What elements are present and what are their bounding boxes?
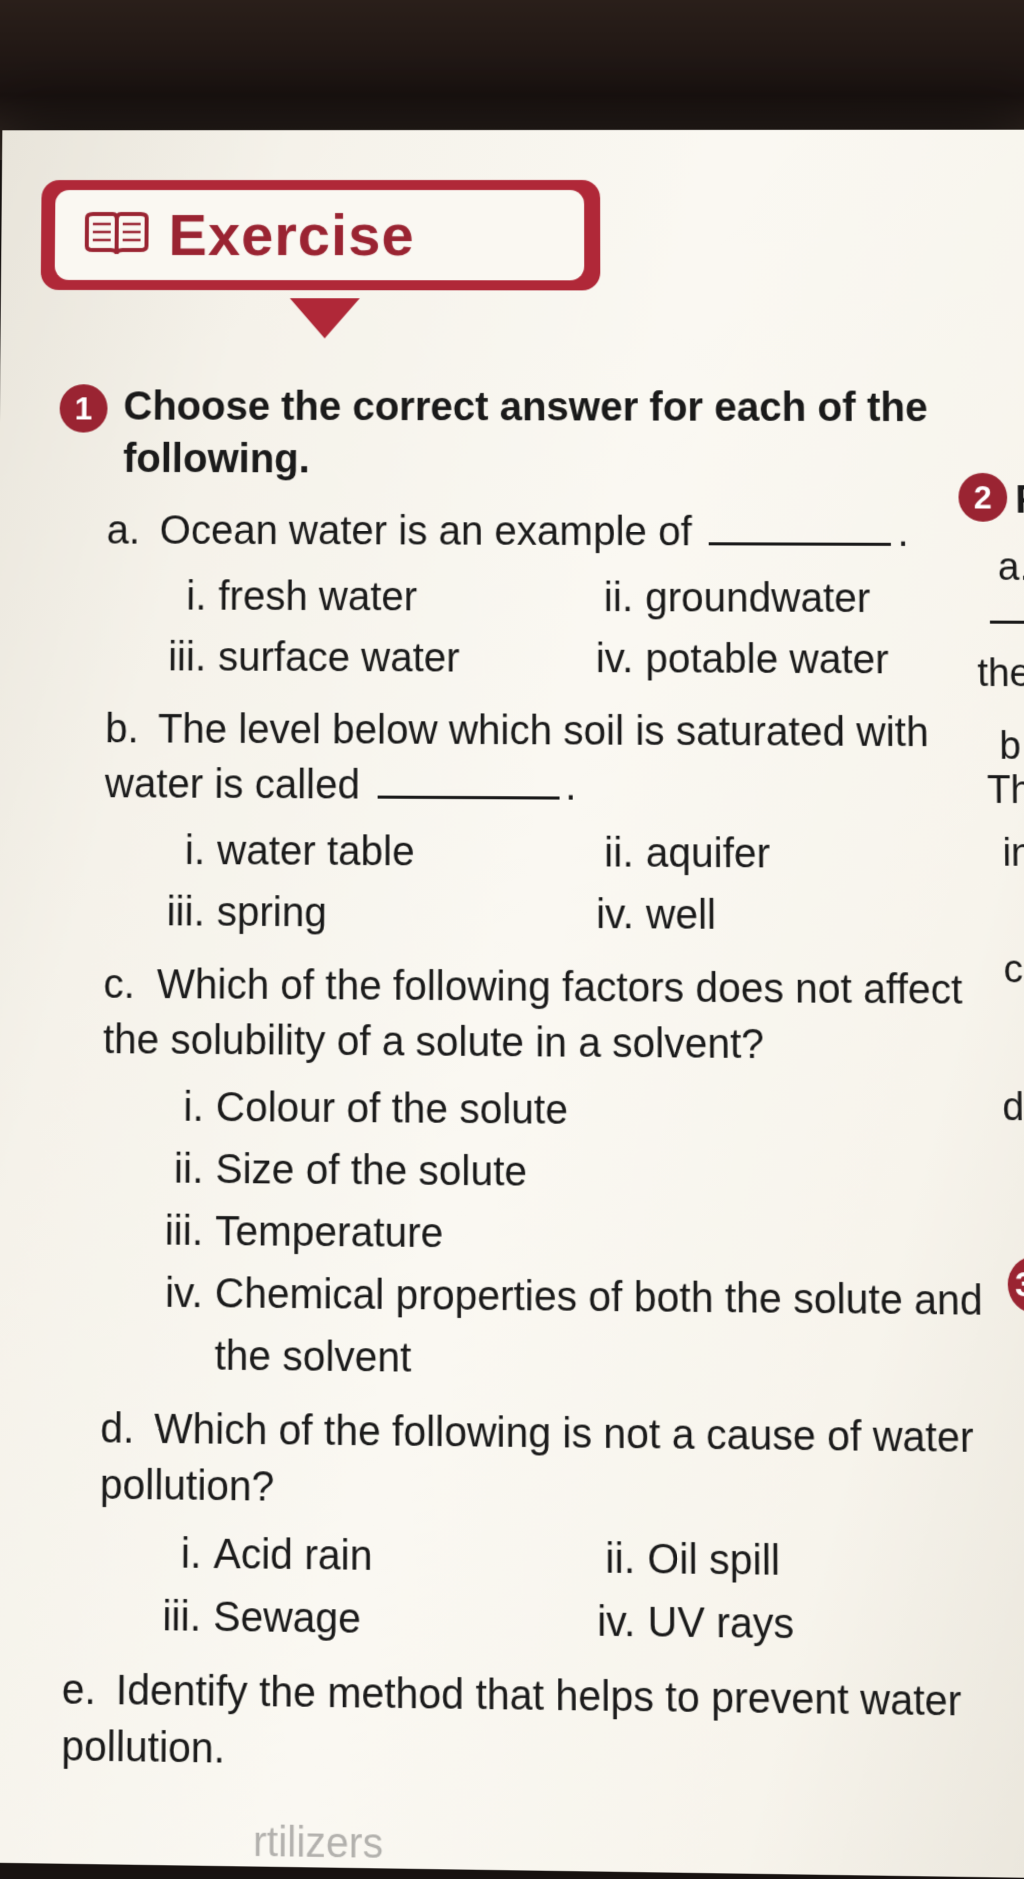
option-text: Chemical properties of both the solute a…	[214, 1263, 1017, 1396]
option-text: water table	[217, 820, 415, 883]
right-page-edge: 2 Fill in a. the b. Th in c. d.	[958, 473, 1024, 1131]
option[interactable]: ii.Size of the solute	[151, 1138, 1016, 1208]
option-text: UV rays	[648, 1591, 795, 1656]
edge-fragment: a.	[959, 546, 1024, 634]
question-text: a. Ocean water is an example of .	[106, 503, 1009, 560]
options-list: i.Colour of the soluteii.Size of the sol…	[149, 1076, 1017, 1396]
option[interactable]: iii.Sewage	[148, 1585, 582, 1653]
option[interactable]: iii.surface water	[154, 627, 581, 690]
edge-fragment: b. Th	[960, 725, 1024, 814]
option-text: Size of the solute	[215, 1138, 527, 1203]
option-text: Sewage	[213, 1586, 361, 1651]
option-text: surface water	[218, 627, 460, 689]
questions-container: a. Ocean water is an example of .i.fresh…	[49, 503, 1020, 1788]
option[interactable]: ii.aquifer	[581, 822, 1013, 886]
question: a. Ocean water is an example of . i.fresh…	[106, 503, 1011, 691]
option[interactable]: i.Colour of the solute	[151, 1076, 1015, 1145]
option-text: Colour of the solute	[216, 1077, 568, 1142]
edge-fragment: the	[960, 652, 1024, 696]
question-label: e.	[62, 1662, 105, 1719]
edge-fragment: in	[961, 831, 1024, 876]
option-numeral: i.	[153, 820, 218, 882]
question-label: c.	[103, 957, 146, 1013]
question: b. The level below which soil is saturat…	[104, 702, 1013, 949]
option-numeral: iii.	[152, 881, 217, 943]
section-2-title-fragment: Fill in	[1015, 479, 1024, 523]
question-text: b. The level below which soil is saturat…	[105, 702, 1012, 817]
option[interactable]: ii.Oil spill	[582, 1527, 1019, 1595]
question: d. Which of the following is not a cause…	[99, 1401, 1019, 1659]
option-numeral: iv.	[582, 1590, 648, 1654]
banner-title: Exercise	[168, 202, 414, 269]
option-text: Temperature	[215, 1200, 443, 1264]
option[interactable]: iii.spring	[152, 881, 581, 945]
option-numeral: iii.	[154, 627, 219, 688]
option-numeral: iv.	[581, 628, 646, 689]
question: c. Which of the following factors does n…	[101, 957, 1017, 1396]
option[interactable]: ii.groundwater	[581, 567, 1011, 630]
option-text: Oil spill	[647, 1528, 780, 1593]
option-numeral: iii.	[148, 1585, 214, 1649]
section-number-badge: 1	[59, 384, 107, 432]
question-label: b.	[105, 702, 148, 757]
option[interactable]: iii.Temperature	[150, 1200, 1016, 1270]
question: e. Identify the method that helps to pre…	[61, 1662, 1020, 1789]
question-label: a.	[106, 503, 148, 558]
option-numeral: ii.	[151, 1138, 216, 1201]
exercise-banner: Exercise	[41, 180, 601, 311]
option[interactable]: i.water table	[153, 820, 581, 884]
options-list: i.Acid rainii.Oil spilliii.Sewageiv.UV r…	[148, 1522, 1019, 1659]
option-text: potable water	[645, 628, 889, 690]
option[interactable]: i.fresh water	[154, 566, 581, 628]
option[interactable]: iv.UV rays	[582, 1590, 1019, 1659]
option-text: aquifer	[646, 823, 770, 885]
options-list: i.fresh waterii.groundwateriii.surface w…	[154, 566, 1011, 691]
option-text: spring	[217, 882, 327, 944]
option-numeral: iv.	[149, 1262, 215, 1387]
banner-pointer	[290, 298, 360, 338]
banner-inner: Exercise	[55, 190, 585, 280]
cutoff-text-fragment: rtilizers	[253, 1819, 383, 1868]
option-numeral: iv.	[581, 884, 646, 946]
option-text: well	[646, 884, 716, 946]
textbook-page: Exercise 1 Choose the correct answer for…	[0, 130, 1024, 1878]
option-numeral: ii.	[581, 567, 646, 628]
fill-blank[interactable]	[377, 770, 559, 800]
option-text: Acid rain	[213, 1523, 372, 1588]
option-numeral: iii.	[150, 1200, 215, 1263]
option-text: groundwater	[645, 567, 870, 629]
edge-fragment: c.	[962, 948, 1024, 993]
option-numeral: i.	[148, 1522, 214, 1586]
option[interactable]: i.Acid rain	[148, 1522, 582, 1590]
option[interactable]: iv.Chemical properties of both the solut…	[149, 1262, 1017, 1396]
option-numeral: ii.	[581, 822, 646, 884]
fill-blank[interactable]	[709, 517, 891, 546]
option-numeral: i.	[154, 566, 218, 627]
question-text: c. Which of the following factors does n…	[103, 957, 1014, 1075]
option[interactable]: iv.well	[581, 884, 1013, 948]
section-2-badge: 2	[958, 473, 1007, 522]
option-numeral: ii.	[582, 1527, 648, 1591]
section-title: Choose the correct answer for each of th…	[123, 380, 1009, 487]
edge-fragment: d.	[963, 1085, 1024, 1130]
section-1-header: 1 Choose the correct answer for each of …	[59, 380, 1009, 487]
option[interactable]: iv.potable water	[581, 628, 1011, 691]
question-text: d. Which of the following is not a cause…	[100, 1401, 1018, 1524]
open-book-icon	[83, 210, 151, 260]
question-label: d.	[100, 1401, 143, 1458]
option-numeral: i.	[151, 1076, 216, 1138]
question-text: e. Identify the method that helps to pre…	[61, 1662, 1020, 1789]
options-list: i.water tableii.aquiferiii.springiv.well	[152, 820, 1013, 948]
option-text: fresh water	[218, 566, 417, 628]
